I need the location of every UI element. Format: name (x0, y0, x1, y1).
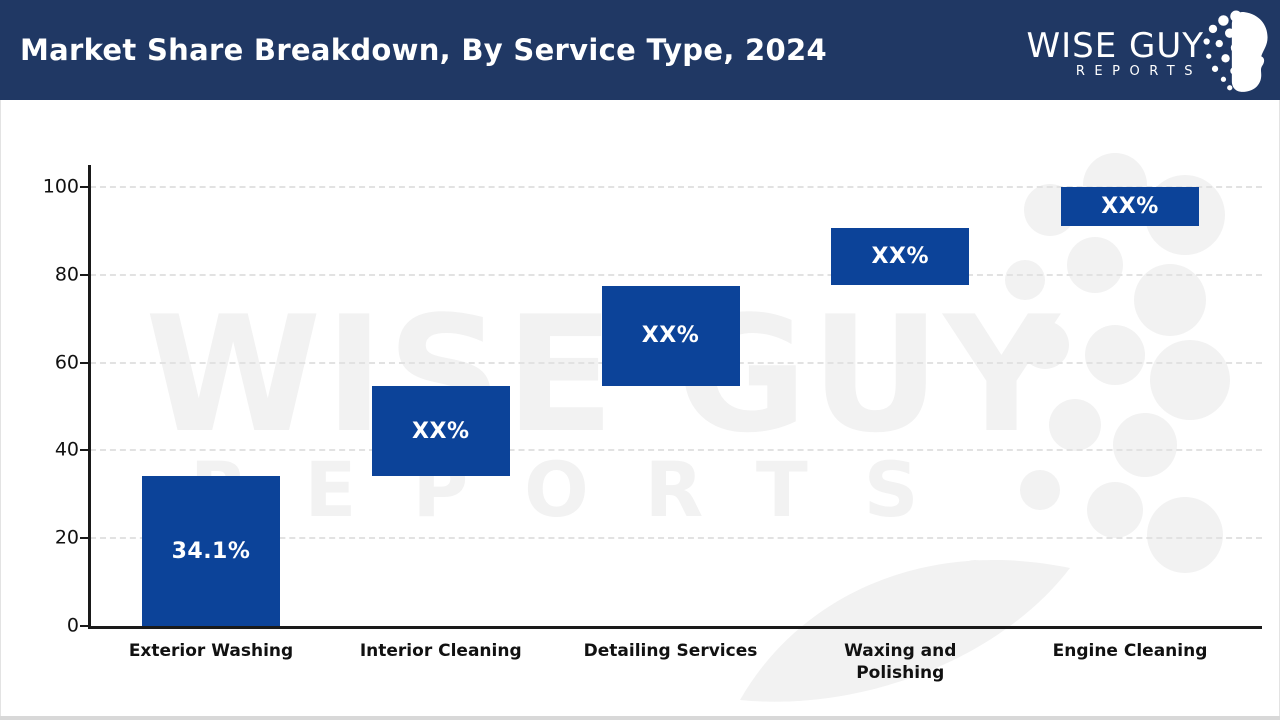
y-tick-label-100: 100 (42, 175, 79, 198)
x-axis (88, 626, 1262, 629)
gridline-40 (90, 449, 1262, 452)
category-label-engine-cleaning: Engine Cleaning (1052, 641, 1208, 661)
category-label-detailing-services: Detailing Services (583, 641, 758, 661)
bar-exterior-washing: 34.1% (142, 476, 280, 626)
y-tick-mark-80 (80, 273, 88, 276)
y-tick-label-60: 60 (54, 351, 79, 374)
header: Market Share Breakdown, By Service Type,… (0, 0, 1280, 100)
bar-interior-cleaning: XX% (371, 385, 510, 477)
y-tick-label-40: 40 (54, 438, 79, 461)
gridline-100 (90, 186, 1262, 188)
y-tick-mark-0 (80, 625, 88, 627)
category-label-exterior-washing: Exterior Washing (128, 641, 294, 661)
gridline-80 (90, 273, 1262, 276)
category-label-interior-cleaning: Interior Cleaning (359, 641, 522, 661)
bar-value-label: XX% (1101, 193, 1159, 219)
y-axis (88, 165, 91, 629)
category-label-waxing-and-polishing: Waxing and Polishing (844, 641, 957, 684)
y-tick-label-20: 20 (54, 526, 79, 549)
y-tick-mark-40 (80, 449, 88, 452)
bar-detailing-services: XX% (601, 285, 740, 386)
brand-logo-name: WISE GUY (1026, 26, 1204, 66)
footer-divider (0, 716, 1280, 720)
watermark-text-2: REPORTS (190, 445, 975, 534)
bar-value-label: XX% (871, 243, 929, 269)
bar-waxing-and-polishing: XX% (831, 227, 970, 285)
y-tick-mark-60 (80, 361, 88, 364)
brand-logo-sub: REPORTS (1075, 64, 1202, 79)
y-tick-label-80: 80 (54, 263, 79, 286)
bar-value-label: XX% (641, 323, 700, 349)
brand-face-icon (1203, 10, 1268, 92)
brand-logo: WISE GUY REPORTS (1007, 4, 1272, 96)
bar-value-label: 34.1% (171, 538, 251, 564)
bar-value-label: XX% (412, 418, 470, 444)
page-title: Market Share Breakdown, By Service Type,… (20, 33, 827, 67)
y-tick-label-0: 0 (66, 614, 79, 637)
y-tick-mark-100 (80, 186, 88, 188)
y-tick-mark-20 (80, 537, 88, 540)
bar-engine-cleaning: XX% (1061, 187, 1199, 226)
gridline-20 (90, 537, 1262, 540)
